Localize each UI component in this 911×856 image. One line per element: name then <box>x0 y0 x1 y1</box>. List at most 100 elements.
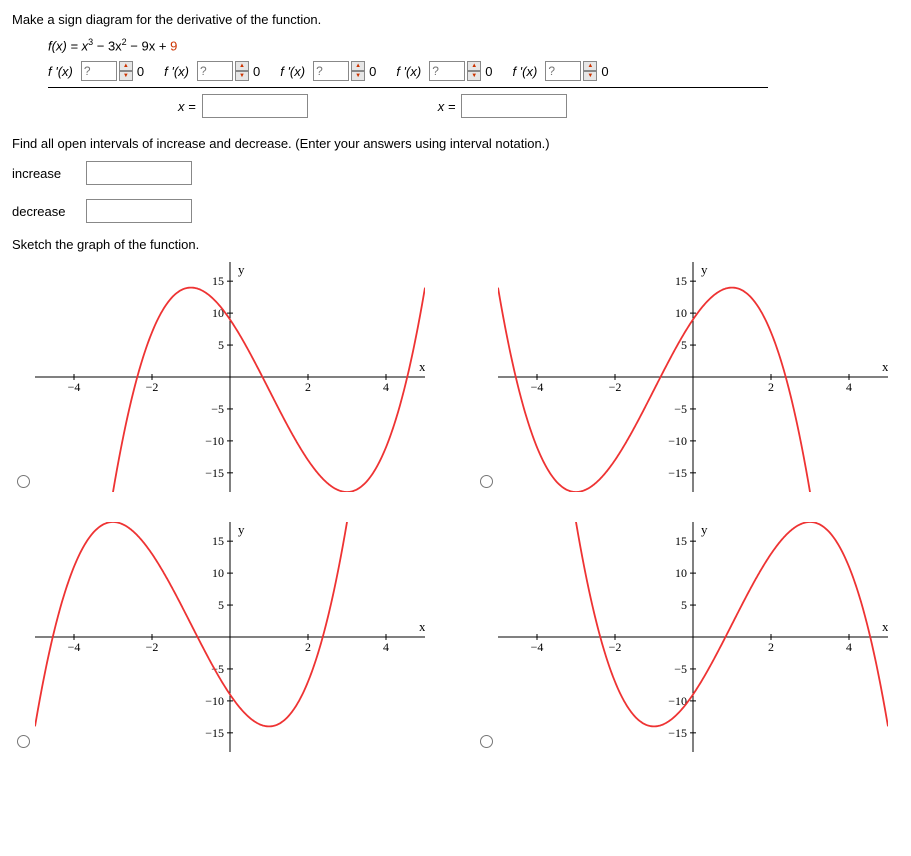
graph-radio-c[interactable] <box>17 735 30 748</box>
zero-5: 0 <box>601 64 608 79</box>
stepper-up-1[interactable]: ▲ <box>119 61 133 71</box>
svg-text:y: y <box>701 522 708 537</box>
svg-text:−2: −2 <box>146 640 159 654</box>
svg-text:−10: −10 <box>205 694 224 708</box>
zero-3: 0 <box>369 64 376 79</box>
svg-text:5: 5 <box>681 338 687 352</box>
svg-text:4: 4 <box>383 640 389 654</box>
zero-2: 0 <box>253 64 260 79</box>
svg-text:15: 15 <box>675 274 687 288</box>
svg-text:−2: −2 <box>609 640 622 654</box>
stepper-1[interactable]: ▲ ▼ <box>119 61 133 81</box>
svg-text:−4: −4 <box>531 380 544 394</box>
x-value-input-2[interactable] <box>461 94 567 118</box>
stepper-up-3[interactable]: ▲ <box>351 61 365 71</box>
svg-text:−4: −4 <box>68 640 81 654</box>
svg-text:x: x <box>882 619 888 634</box>
svg-text:−4: −4 <box>68 380 81 394</box>
svg-text:4: 4 <box>383 380 389 394</box>
svg-text:4: 4 <box>846 640 852 654</box>
sign-input-3[interactable] <box>313 61 349 81</box>
stepper-5[interactable]: ▲ ▼ <box>583 61 597 81</box>
svg-text:y: y <box>701 262 708 277</box>
fp-label-2: f '(x) <box>164 64 189 79</box>
graph-radio-d[interactable] <box>480 735 493 748</box>
svg-text:−15: −15 <box>668 726 687 740</box>
increase-label: increase <box>12 166 72 181</box>
stepper-up-5[interactable]: ▲ <box>583 61 597 71</box>
svg-text:2: 2 <box>768 380 774 394</box>
formula: f(x) = x3 − 3x2 − 9x + 9 <box>48 37 899 53</box>
svg-text:15: 15 <box>212 274 224 288</box>
constant-red: 9 <box>170 38 177 53</box>
term2: − 3x <box>93 38 122 53</box>
stepper-down-1[interactable]: ▼ <box>119 71 133 81</box>
svg-text:−5: −5 <box>211 402 224 416</box>
graph-radio-b[interactable] <box>480 475 493 488</box>
svg-text:15: 15 <box>675 534 687 548</box>
fp-label-3: f '(x) <box>280 64 305 79</box>
svg-text:2: 2 <box>305 640 311 654</box>
stepper-down-4[interactable]: ▼ <box>467 71 481 81</box>
x-value-input-1[interactable] <box>202 94 308 118</box>
svg-text:2: 2 <box>768 640 774 654</box>
decrease-label: decrease <box>12 204 72 219</box>
decrease-input[interactable] <box>86 199 192 223</box>
graph-a: −4−22451015−5−10−15yx <box>35 262 425 492</box>
svg-text:5: 5 <box>218 338 224 352</box>
fp-label-1: f '(x) <box>48 64 73 79</box>
find-intervals-prompt: Find all open intervals of increase and … <box>12 136 899 151</box>
svg-text:x: x <box>882 359 888 374</box>
x-values-row: x = x = <box>48 94 899 118</box>
fp-label-5: f '(x) <box>512 64 537 79</box>
svg-text:x: x <box>419 359 425 374</box>
svg-text:10: 10 <box>675 566 687 580</box>
stepper-down-5[interactable]: ▼ <box>583 71 597 81</box>
svg-text:15: 15 <box>212 534 224 548</box>
svg-text:10: 10 <box>212 566 224 580</box>
sign-input-5[interactable] <box>545 61 581 81</box>
svg-text:−2: −2 <box>146 380 159 394</box>
svg-text:−15: −15 <box>668 466 687 480</box>
graph-options: −4 −2 2 4 5 10 15 −5 −10 −15 y x −4 −2 2 4 5 10 15 −5 −10 −1… <box>12 262 899 752</box>
formula-lhs: f(x) = <box>48 38 78 53</box>
svg-text:2: 2 <box>305 380 311 394</box>
svg-text:−10: −10 <box>668 434 687 448</box>
sign-input-2[interactable] <box>197 61 233 81</box>
svg-text:−10: −10 <box>205 434 224 448</box>
svg-text:−5: −5 <box>674 662 687 676</box>
svg-text:y: y <box>238 262 245 277</box>
graph-c: −4−22451015−5−10−15yx <box>35 522 425 752</box>
stepper-up-2[interactable]: ▲ <box>235 61 249 71</box>
svg-text:−5: −5 <box>674 402 687 416</box>
stepper-3[interactable]: ▲ ▼ <box>351 61 365 81</box>
term3: − 9x + <box>127 38 170 53</box>
increase-input[interactable] <box>86 161 192 185</box>
x-eq-1: x = <box>178 99 196 114</box>
svg-text:5: 5 <box>218 598 224 612</box>
svg-text:−2: −2 <box>609 380 622 394</box>
graph-b: −4 −2 2 4 5 10 15 −5 −10 −15 y x <box>498 262 888 492</box>
sign-input-4[interactable] <box>429 61 465 81</box>
svg-text:−4: −4 <box>531 640 544 654</box>
svg-text:−15: −15 <box>205 466 224 480</box>
svg-text:10: 10 <box>675 306 687 320</box>
x-eq-2: x = <box>438 99 456 114</box>
zero-1: 0 <box>137 64 144 79</box>
stepper-down-2[interactable]: ▼ <box>235 71 249 81</box>
prompt: Make a sign diagram for the derivative o… <box>12 12 899 27</box>
sign-input-1[interactable] <box>81 61 117 81</box>
sign-diagram-row: f '(x) ▲ ▼ 0 f '(x) ▲ ▼ 0 f '(x) ▲ ▼ 0 f… <box>48 61 768 88</box>
stepper-down-3[interactable]: ▼ <box>351 71 365 81</box>
svg-text:y: y <box>238 522 245 537</box>
graph-d: −4−22451015−5−10−15yx <box>498 522 888 752</box>
stepper-2[interactable]: ▲ ▼ <box>235 61 249 81</box>
svg-text:5: 5 <box>681 598 687 612</box>
fp-label-4: f '(x) <box>396 64 421 79</box>
stepper-4[interactable]: ▲ ▼ <box>467 61 481 81</box>
sketch-prompt: Sketch the graph of the function. <box>12 237 899 252</box>
graph-radio-a[interactable] <box>17 475 30 488</box>
stepper-up-4[interactable]: ▲ <box>467 61 481 71</box>
svg-text:4: 4 <box>846 380 852 394</box>
zero-4: 0 <box>485 64 492 79</box>
